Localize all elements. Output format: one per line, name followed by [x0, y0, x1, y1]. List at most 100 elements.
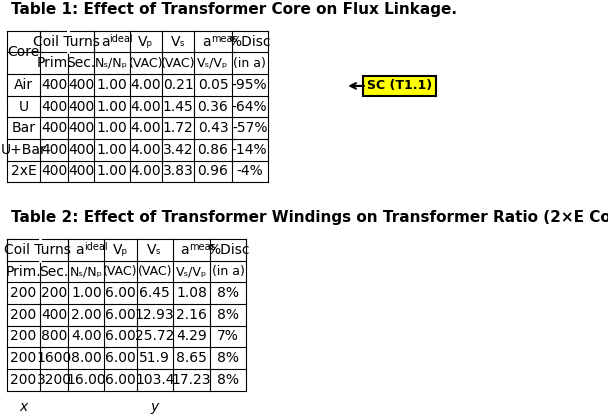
Text: (in a): (in a)	[233, 57, 266, 70]
Text: 8%: 8%	[217, 351, 239, 365]
Text: Sec.: Sec.	[66, 56, 95, 70]
Text: 400: 400	[68, 164, 94, 178]
Text: 1.00: 1.00	[96, 143, 127, 157]
Text: (VAC): (VAC)	[103, 265, 138, 278]
Text: 3.42: 3.42	[163, 143, 193, 157]
Text: Sec.: Sec.	[40, 265, 69, 279]
Text: 1600: 1600	[36, 351, 72, 365]
Text: 7%: 7%	[217, 329, 239, 344]
Text: 2.00: 2.00	[71, 308, 102, 322]
Text: 1.00: 1.00	[96, 78, 127, 92]
Text: 51.9: 51.9	[139, 351, 170, 365]
Text: x: x	[19, 400, 27, 414]
Text: Prim.: Prim.	[36, 56, 72, 70]
Text: a: a	[202, 35, 211, 49]
Text: 4.00: 4.00	[130, 143, 161, 157]
Text: 1.00: 1.00	[96, 164, 127, 178]
Text: 8%: 8%	[217, 372, 239, 387]
Text: 6.00: 6.00	[105, 372, 136, 387]
Text: (VAC): (VAC)	[161, 57, 195, 70]
Text: 400: 400	[68, 143, 94, 157]
Text: U+Bar: U+Bar	[1, 143, 46, 157]
Text: 800: 800	[41, 329, 67, 344]
Text: Core: Core	[7, 46, 40, 59]
Text: 17.23: 17.23	[171, 372, 211, 387]
Text: 400: 400	[41, 100, 67, 114]
Text: 400: 400	[41, 308, 67, 322]
Text: 0.96: 0.96	[198, 164, 229, 178]
Text: 1.72: 1.72	[163, 121, 193, 135]
Text: U: U	[18, 100, 29, 114]
Text: 8%: 8%	[217, 286, 239, 300]
Text: 4.29: 4.29	[176, 329, 207, 344]
Text: 4.00: 4.00	[130, 121, 161, 135]
Text: 6.00: 6.00	[105, 351, 136, 365]
Text: Table 1: Effect of Transformer Core on Flux Linkage.: Table 1: Effect of Transformer Core on F…	[11, 2, 457, 17]
Text: 6.00: 6.00	[105, 329, 136, 344]
Text: Vₛ/Vₚ: Vₛ/Vₚ	[198, 57, 229, 70]
Text: 103.4: 103.4	[135, 372, 174, 387]
Text: a: a	[101, 35, 109, 49]
Text: 3.83: 3.83	[163, 164, 193, 178]
Text: 0.86: 0.86	[198, 143, 229, 157]
Text: 4.00: 4.00	[130, 100, 161, 114]
Text: Nₛ/Nₚ: Nₛ/Nₚ	[95, 57, 128, 70]
Text: 2xE: 2xE	[10, 164, 36, 178]
Text: 4.00: 4.00	[130, 164, 161, 178]
Text: a: a	[75, 243, 84, 257]
Text: 8%: 8%	[217, 308, 239, 322]
Text: 400: 400	[41, 121, 67, 135]
Text: 6.00: 6.00	[105, 286, 136, 300]
Text: Bar: Bar	[12, 121, 35, 135]
Text: 1.45: 1.45	[163, 100, 193, 114]
Text: 2.16: 2.16	[176, 308, 207, 322]
Text: 0.43: 0.43	[198, 121, 228, 135]
Text: Vₚ: Vₚ	[138, 35, 153, 49]
Text: (VAC): (VAC)	[128, 57, 163, 70]
Text: 1.00: 1.00	[71, 286, 102, 300]
Text: 16.00: 16.00	[66, 372, 106, 387]
Text: Vₛ: Vₛ	[171, 35, 185, 49]
Text: Table 2: Effect of Transformer Windings on Transformer Ratio (2×E Core).: Table 2: Effect of Transformer Windings …	[11, 210, 608, 225]
Text: -4%: -4%	[237, 164, 263, 178]
Text: 8.00: 8.00	[71, 351, 102, 365]
Text: %Disc: %Disc	[229, 35, 271, 49]
Text: 0.21: 0.21	[163, 78, 193, 92]
Text: 4.00: 4.00	[130, 78, 161, 92]
Text: -14%: -14%	[232, 143, 268, 157]
Text: 200: 200	[41, 286, 67, 300]
Text: 25.72: 25.72	[135, 329, 174, 344]
Text: 400: 400	[68, 78, 94, 92]
Text: (VAC): (VAC)	[137, 265, 172, 278]
Text: 4.00: 4.00	[71, 329, 102, 344]
Text: 6.00: 6.00	[105, 308, 136, 322]
Text: (in a): (in a)	[212, 265, 244, 278]
Text: ideal: ideal	[109, 34, 133, 44]
Text: SC (T1.1): SC (T1.1)	[367, 80, 432, 93]
Text: 1.08: 1.08	[176, 286, 207, 300]
Text: 1.00: 1.00	[96, 100, 127, 114]
Text: 400: 400	[68, 121, 94, 135]
Text: -64%: -64%	[232, 100, 268, 114]
Text: 0.36: 0.36	[198, 100, 229, 114]
Text: 200: 200	[10, 351, 36, 365]
Text: -57%: -57%	[232, 121, 268, 135]
Text: 200: 200	[10, 329, 36, 344]
Text: 0.05: 0.05	[198, 78, 228, 92]
Text: 200: 200	[10, 308, 36, 322]
Text: meas: meas	[189, 242, 216, 252]
Text: 400: 400	[68, 100, 94, 114]
Text: Vₚ: Vₚ	[113, 243, 128, 257]
Text: meas: meas	[211, 34, 238, 44]
Text: Nₛ/Nₚ: Nₛ/Nₚ	[70, 265, 103, 278]
Text: Coil Turns: Coil Turns	[4, 243, 71, 257]
Text: 6.45: 6.45	[139, 286, 170, 300]
Text: ideal: ideal	[84, 242, 108, 252]
Text: 400: 400	[41, 143, 67, 157]
Text: 1.00: 1.00	[96, 121, 127, 135]
Text: Vₛ/Vₚ: Vₛ/Vₚ	[176, 265, 207, 278]
Text: 400: 400	[41, 164, 67, 178]
Text: 8.65: 8.65	[176, 351, 207, 365]
Text: Prim.: Prim.	[5, 265, 41, 279]
Text: Coil Turns: Coil Turns	[33, 35, 100, 49]
